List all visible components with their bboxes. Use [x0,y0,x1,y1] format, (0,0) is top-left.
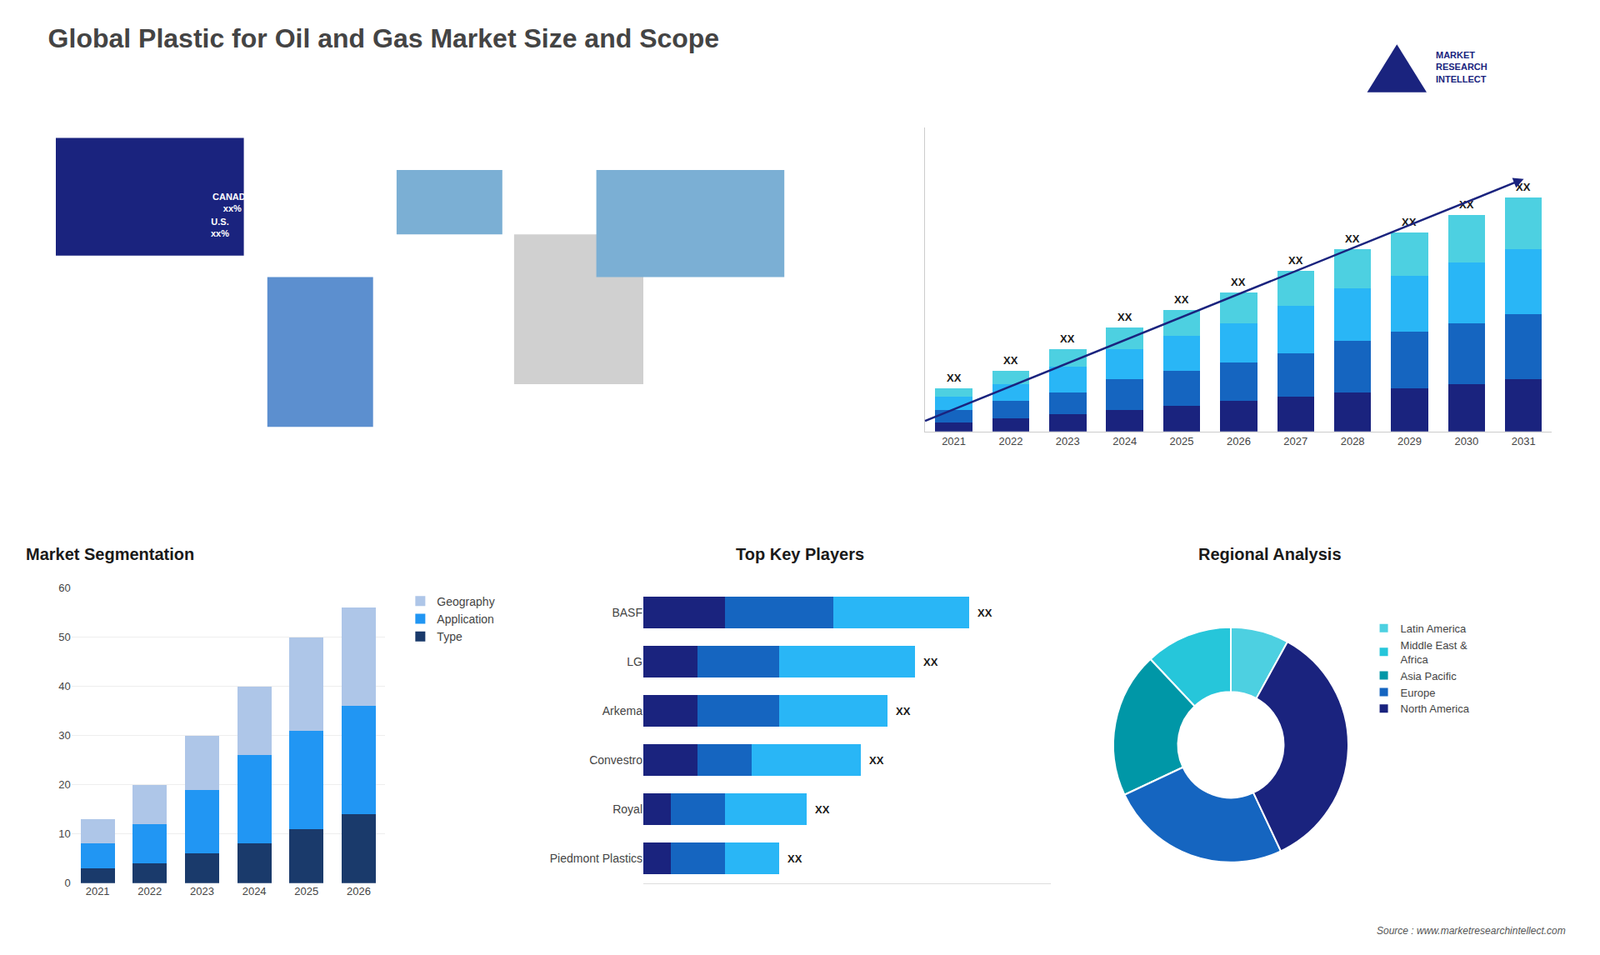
svg-text:XX: XX [977,606,993,620]
svg-text:Latin America: Latin America [1400,622,1468,635]
svg-text:10: 10 [58,827,70,840]
svg-text:Convestro: Convestro [589,753,643,767]
svg-text:XX: XX [1288,254,1304,267]
svg-text:2030: 2030 [1454,435,1479,448]
svg-text:2022: 2022 [998,435,1023,448]
svg-text:XX: XX [1003,354,1019,367]
svg-text:XX: XX [1401,215,1417,229]
svg-text:2028: 2028 [1340,435,1365,448]
svg-text:XX: XX [895,705,911,718]
svg-text:2024: 2024 [242,885,267,898]
svg-text:2023: 2023 [1055,435,1080,448]
svg-text:XX: XX [1515,180,1531,194]
svg-text:U.S.xx%: U.S.xx% [210,216,230,239]
svg-text:BASF: BASF [611,605,643,620]
svg-text:2027: 2027 [1283,435,1308,448]
svg-text:Geography: Geography [436,595,495,609]
svg-text:30: 30 [58,729,70,742]
svg-text:Royal: Royal [612,802,643,816]
svg-text:2029: 2029 [1397,435,1422,448]
svg-text:Top Key Players: Top Key Players [735,545,865,564]
svg-text:Market Segmentation: Market Segmentation [25,545,195,564]
svg-text:XX: XX [1174,293,1190,306]
svg-text:2022: 2022 [137,885,162,898]
svg-text:40: 40 [58,680,70,693]
svg-text:0: 0 [65,876,71,890]
svg-text:XX: XX [1060,332,1075,345]
svg-text:XX: XX [923,655,939,669]
svg-text:Asia Pacific: Asia Pacific [1400,670,1458,683]
svg-text:2021: 2021 [85,885,110,898]
svg-text:60: 60 [58,581,70,595]
svg-text:Application: Application [436,612,495,626]
svg-text:Piedmont Plastics: Piedmont Plastics [550,851,643,865]
svg-text:Middle East &Africa: Middle East &Africa [1400,639,1469,666]
svg-text:Regional Analysis: Regional Analysis [1198,545,1342,564]
svg-text:LG: LG [626,655,643,669]
svg-text:XX: XX [1117,310,1133,324]
svg-text:2026: 2026 [1226,435,1251,448]
svg-text:2024: 2024 [1112,435,1137,448]
svg-text:20: 20 [58,778,70,791]
svg-text:2023: 2023 [190,885,215,898]
svg-text:Global Plastic for Oil and Gas: Global Plastic for Oil and Gas Market Si… [48,23,720,54]
svg-text:XX: XX [787,852,803,865]
svg-text:Type: Type [436,630,463,644]
svg-text:2021: 2021 [941,435,966,448]
svg-text:XX: XX [869,754,885,767]
svg-text:XX: XX [946,371,962,385]
svg-text:50: 50 [58,630,70,644]
svg-text:Source : www.marketresearchint: Source : www.marketresearchintellect.com [1376,925,1566,937]
svg-text:2026: 2026 [346,885,371,898]
svg-text:XX: XX [1230,275,1246,289]
svg-text:Europe: Europe [1400,686,1436,700]
svg-text:North America: North America [1400,702,1470,715]
svg-text:XX: XX [1459,198,1475,211]
svg-text:2025: 2025 [294,885,319,898]
svg-text:2025: 2025 [1170,435,1195,448]
svg-text:Arkema: Arkema [602,704,643,718]
svg-text:MARKETRESEARCHINTELLECT: MARKETRESEARCHINTELLECT [1435,50,1488,85]
svg-text:2031: 2031 [1511,435,1536,448]
svg-text:XX: XX [815,803,830,816]
svg-text:XX: XX [1345,232,1360,245]
svg-text:CANADAxx%: CANADAxx% [212,191,253,214]
